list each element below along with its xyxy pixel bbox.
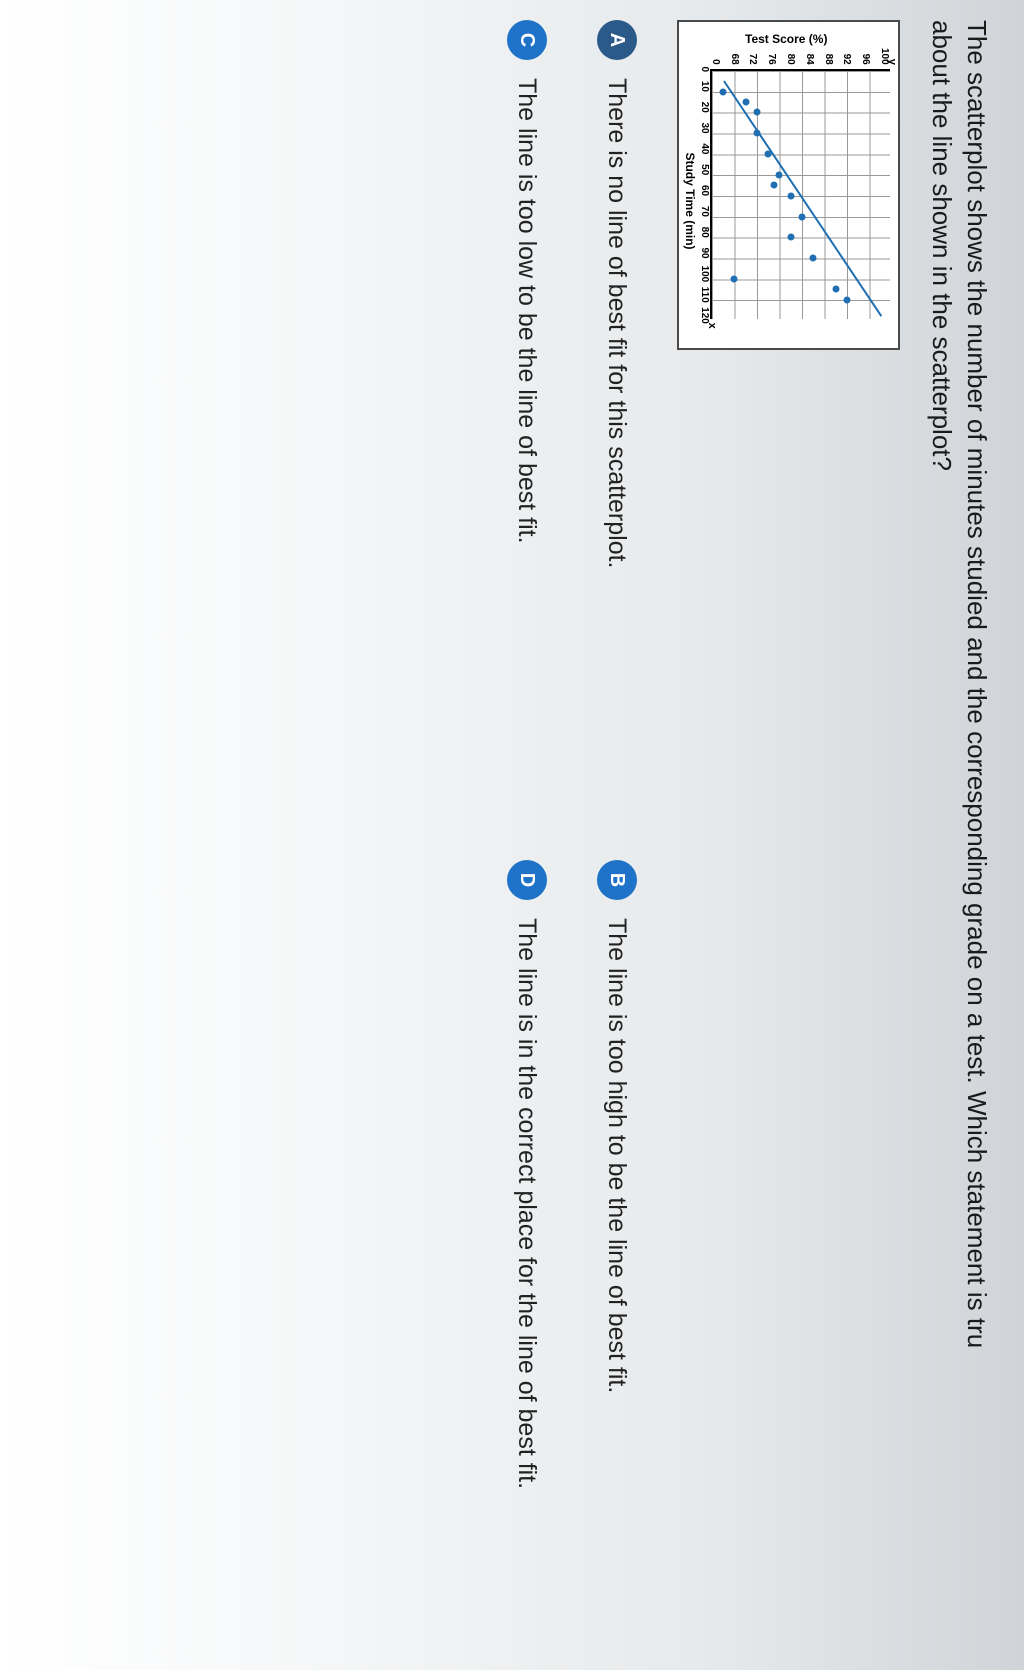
answer-option-c[interactable]: C The line is too low to be the line of … <box>507 20 547 740</box>
scatter-point <box>787 192 794 199</box>
content-sheet: The scatterplot shows the number of minu… <box>0 0 1024 1670</box>
answer-option-d[interactable]: D The line is in the correct place for t… <box>507 860 547 1580</box>
scatter-point <box>798 213 805 220</box>
scatter-point <box>787 234 794 241</box>
answer-option-a[interactable]: A There is no line of best fit for this … <box>597 20 637 740</box>
scatter-point <box>720 88 727 95</box>
scatter-point <box>770 182 777 189</box>
answer-option-b[interactable]: B The line is too high to be the line of… <box>597 860 637 1580</box>
fit-line <box>723 81 882 318</box>
answer-badge-b: B <box>597 860 637 900</box>
x-axis-label: Study Time (min) <box>683 76 697 326</box>
answer-text-b: The line is too high to be the line of b… <box>600 918 637 1393</box>
scatter-point <box>742 98 749 105</box>
plot-area: y x <box>710 69 890 319</box>
origin-tick: 0 <box>699 48 710 76</box>
x-axis-var: x <box>706 323 718 329</box>
scatter-point <box>731 276 738 283</box>
question-line-1: The scatterplot shows the number of minu… <box>962 20 992 1348</box>
scatter-point <box>753 109 760 116</box>
y-axis-var: y <box>886 59 898 65</box>
x-axis-ticks: 102030405060708090100110120 <box>699 76 710 326</box>
answer-badge-c: C <box>507 20 547 60</box>
scatter-point <box>776 171 783 178</box>
y-axis-label: Test Score (%) <box>683 30 890 48</box>
scatter-point <box>810 255 817 262</box>
scatter-point <box>843 296 850 303</box>
question-line-2: about the line shown in the scatterplot? <box>927 20 957 471</box>
scatter-point <box>832 286 839 293</box>
answer-text-c: The line is too low to be the line of be… <box>510 78 547 544</box>
answer-text-a: There is no line of best fit for this sc… <box>600 78 637 569</box>
answer-badge-a: A <box>597 20 637 60</box>
answer-badge-d: D <box>507 860 547 900</box>
answer-text-d: The line is in the correct place for the… <box>510 918 547 1489</box>
question-text: The scatterplot shows the number of minu… <box>924 20 994 1640</box>
y-axis-ticks: 10096928884807672680 <box>710 48 890 69</box>
answer-grid: A There is no line of best fit for this … <box>507 20 637 1580</box>
scatterplot-container: Test Score (%) 10096928884807672680 y x … <box>677 20 900 350</box>
